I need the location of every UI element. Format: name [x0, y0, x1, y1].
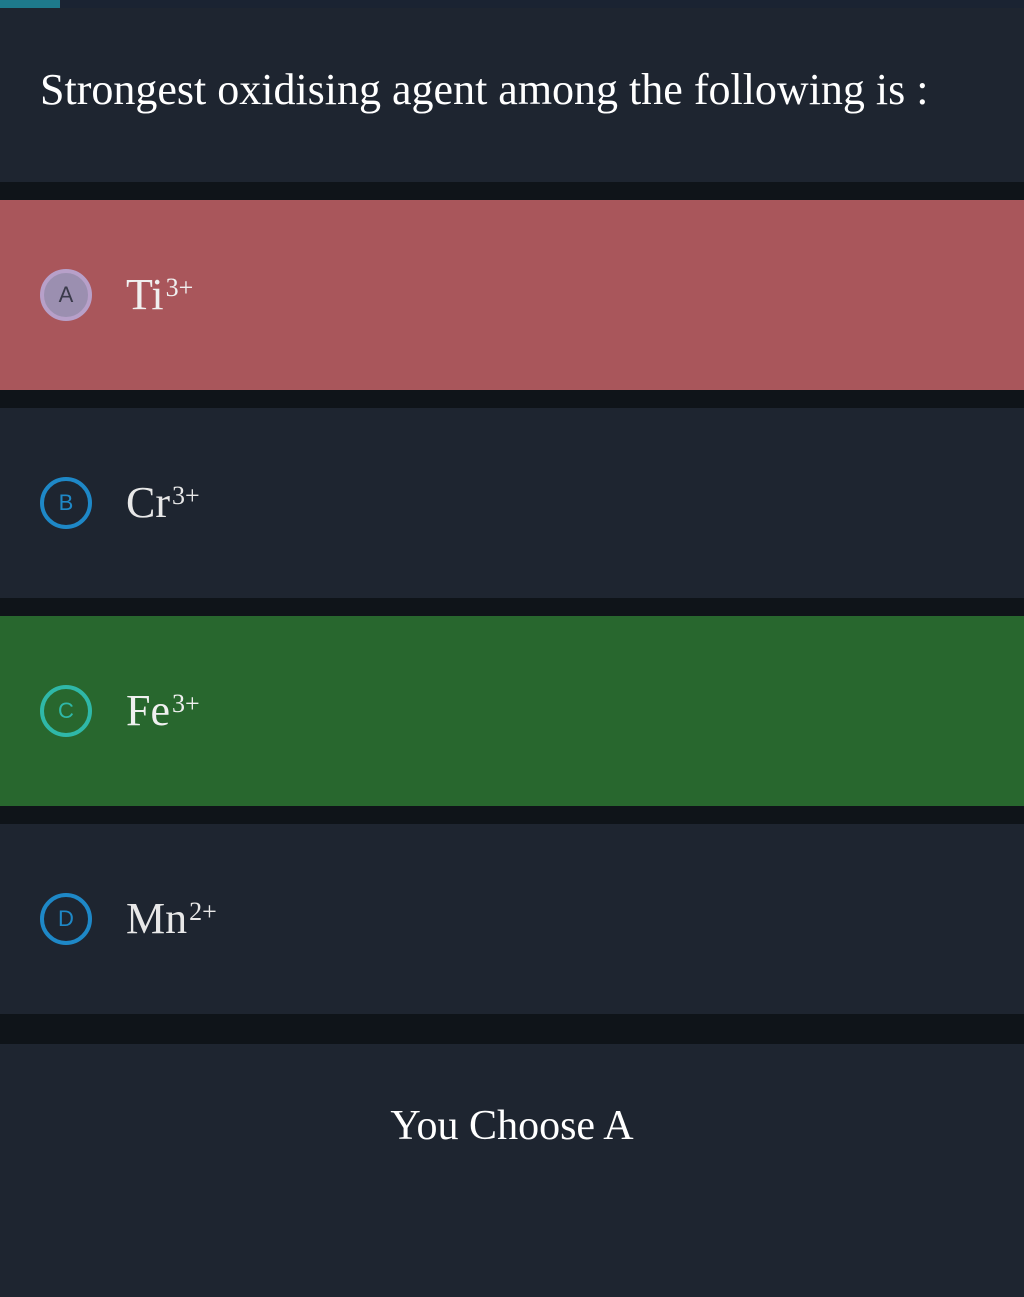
option-a[interactable]: A Ti 3+: [0, 200, 1024, 390]
option-badge-c: C: [40, 685, 92, 737]
option-badge-a: A: [40, 269, 92, 321]
option-b[interactable]: B Cr 3+: [0, 408, 1024, 598]
ion-base: Cr: [126, 481, 170, 525]
ion-base: Ti: [126, 273, 164, 317]
option-letter: B: [59, 490, 74, 516]
ion-base: Fe: [126, 689, 170, 733]
option-label-b: Cr 3+: [126, 481, 200, 525]
ion-sup: 3+: [166, 275, 194, 301]
option-label-a: Ti 3+: [126, 273, 193, 317]
option-label-d: Mn 2+: [126, 897, 217, 941]
divider: [0, 182, 1024, 200]
options-list: A Ti 3+ B Cr 3+ C Fe 3+: [0, 182, 1024, 1014]
option-d[interactable]: D Mn 2+: [0, 824, 1024, 1014]
ion-sup: 3+: [172, 691, 200, 717]
option-letter: D: [58, 906, 74, 932]
quiz-container: Strongest oxidising agent among the foll…: [0, 0, 1024, 1297]
ion-base: Mn: [126, 897, 187, 941]
divider: [0, 598, 1024, 616]
result-footer: You Choose A: [0, 1044, 1024, 1297]
progress-bar: [0, 0, 1024, 8]
divider: [0, 390, 1024, 408]
divider: [0, 806, 1024, 824]
divider: [0, 1014, 1024, 1044]
ion-sup: 2+: [189, 899, 217, 925]
question-block: Strongest oxidising agent among the foll…: [0, 8, 1024, 182]
option-label-c: Fe 3+: [126, 689, 200, 733]
option-c[interactable]: C Fe 3+: [0, 616, 1024, 806]
option-letter: C: [58, 698, 74, 724]
option-letter: A: [59, 282, 74, 308]
question-text: Strongest oxidising agent among the foll…: [40, 56, 984, 124]
ion-sup: 3+: [172, 483, 200, 509]
option-badge-d: D: [40, 893, 92, 945]
result-text: You Choose A: [390, 1102, 633, 1150]
option-badge-b: B: [40, 477, 92, 529]
